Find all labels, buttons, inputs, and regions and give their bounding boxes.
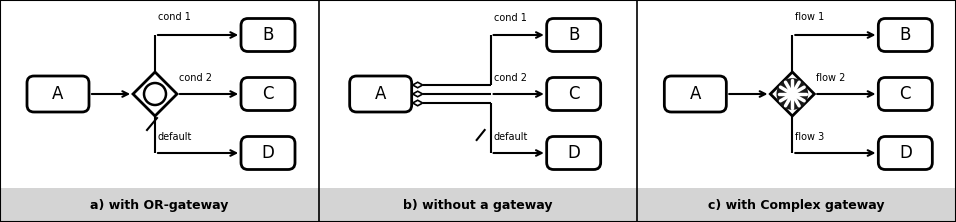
Text: D: D (567, 144, 580, 162)
FancyBboxPatch shape (27, 76, 89, 112)
Text: D: D (899, 144, 912, 162)
Text: flow 1: flow 1 (795, 12, 825, 22)
Polygon shape (133, 72, 177, 116)
Text: c) with Complex gateway: c) with Complex gateway (708, 198, 885, 212)
Text: C: C (568, 85, 579, 103)
FancyBboxPatch shape (879, 77, 932, 111)
FancyBboxPatch shape (350, 76, 412, 112)
FancyBboxPatch shape (241, 77, 295, 111)
Polygon shape (413, 91, 423, 97)
Text: cond 2: cond 2 (179, 73, 212, 83)
FancyBboxPatch shape (879, 137, 932, 170)
FancyBboxPatch shape (879, 18, 932, 52)
Text: default: default (158, 132, 192, 142)
Text: B: B (262, 26, 273, 44)
Polygon shape (0, 188, 956, 222)
Polygon shape (771, 72, 815, 116)
Text: cond 2: cond 2 (493, 73, 527, 83)
Text: B: B (568, 26, 579, 44)
Text: flow 3: flow 3 (795, 132, 825, 142)
FancyBboxPatch shape (241, 137, 295, 170)
FancyBboxPatch shape (664, 76, 727, 112)
Circle shape (144, 83, 166, 105)
Text: cond 1: cond 1 (158, 12, 191, 22)
Text: A: A (689, 85, 701, 103)
Polygon shape (413, 82, 423, 88)
FancyBboxPatch shape (547, 137, 600, 170)
Text: cond 1: cond 1 (493, 13, 527, 23)
Circle shape (776, 78, 808, 110)
Text: C: C (900, 85, 911, 103)
FancyBboxPatch shape (241, 18, 295, 52)
Polygon shape (413, 100, 423, 106)
Text: B: B (900, 26, 911, 44)
Text: flow 2: flow 2 (816, 73, 846, 83)
Text: C: C (262, 85, 273, 103)
Text: b) without a gateway: b) without a gateway (403, 198, 553, 212)
Text: a) with OR-gateway: a) with OR-gateway (90, 198, 228, 212)
Text: A: A (53, 85, 64, 103)
FancyBboxPatch shape (547, 18, 600, 52)
FancyBboxPatch shape (547, 77, 600, 111)
Text: D: D (262, 144, 274, 162)
Text: default: default (493, 132, 528, 142)
Text: A: A (375, 85, 386, 103)
